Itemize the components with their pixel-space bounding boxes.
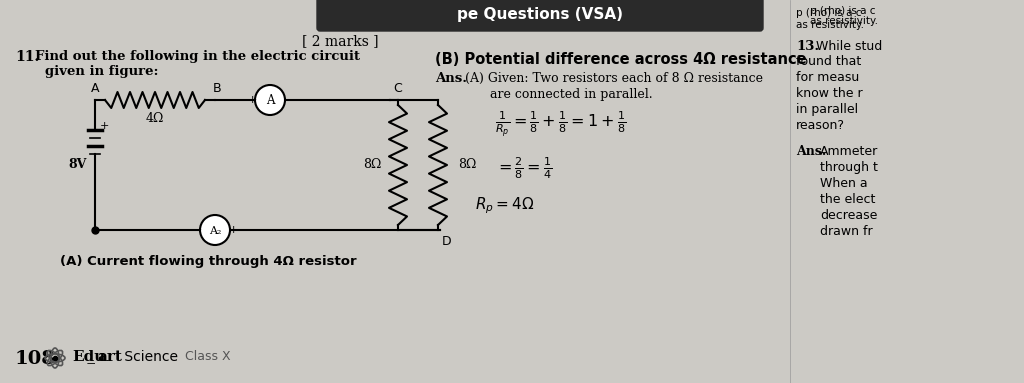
Circle shape (255, 85, 285, 115)
Text: A: A (266, 95, 274, 108)
Text: art: art (97, 350, 122, 364)
Text: given in figure:: given in figure: (45, 65, 159, 78)
Text: the elect: the elect (820, 193, 876, 206)
Text: 8Ω: 8Ω (458, 159, 476, 172)
Text: +: + (100, 121, 110, 131)
Text: found that: found that (796, 55, 861, 68)
Text: p (rho) is a c: p (rho) is a c (810, 6, 876, 16)
Text: B: B (213, 82, 221, 95)
Text: pe Questions (VSA): pe Questions (VSA) (457, 7, 623, 21)
Text: +: + (248, 95, 257, 105)
Text: $\frac{1}{R_p} = \frac{1}{8}+\frac{1}{8} = 1 + \frac{1}{8}$: $\frac{1}{R_p} = \frac{1}{8}+\frac{1}{8}… (495, 110, 627, 140)
Text: know the r: know the r (796, 87, 862, 100)
FancyBboxPatch shape (317, 0, 763, 31)
Text: (A) Current flowing through 4Ω resistor: (A) Current flowing through 4Ω resistor (60, 255, 356, 268)
Text: −: − (191, 224, 203, 236)
Text: When a: When a (820, 177, 867, 190)
Text: $R_p = 4\Omega$: $R_p = 4\Omega$ (475, 195, 535, 216)
Text: reason?: reason? (796, 119, 845, 132)
Text: decrease: decrease (820, 209, 878, 222)
Text: Science: Science (120, 350, 182, 364)
Text: Ammeter: Ammeter (820, 145, 879, 158)
Text: as resistivity.: as resistivity. (796, 20, 864, 30)
Text: −: − (283, 93, 293, 106)
Text: (B) Potential difference across 4Ω resistance: (B) Potential difference across 4Ω resis… (435, 52, 807, 67)
Text: 8Ω: 8Ω (364, 159, 382, 172)
Text: p (rho) is a c: p (rho) is a c (796, 8, 861, 18)
Text: (A) Given: Two resistors each of 8 Ω resistance: (A) Given: Two resistors each of 8 Ω res… (465, 72, 763, 85)
Text: 11.: 11. (15, 50, 39, 64)
Text: 8V: 8V (69, 159, 87, 172)
Text: Ans.: Ans. (435, 72, 467, 85)
Text: as resistivity.: as resistivity. (810, 16, 878, 26)
Text: While stud: While stud (816, 40, 883, 53)
Text: drawn fr: drawn fr (820, 225, 872, 238)
Text: Ans.: Ans. (796, 145, 826, 158)
Text: A: A (91, 82, 99, 95)
Text: 4Ω: 4Ω (145, 112, 164, 125)
Circle shape (200, 215, 230, 245)
Text: [ 2 marks ]: [ 2 marks ] (302, 34, 378, 48)
Text: $= \frac{2}{8} = \frac{1}{4}$: $= \frac{2}{8} = \frac{1}{4}$ (495, 155, 553, 181)
Text: Find out the following in the electric circuit: Find out the following in the electric c… (35, 50, 360, 63)
Text: A₂: A₂ (209, 226, 221, 236)
Text: are connected in parallel.: are connected in parallel. (490, 88, 652, 101)
Text: D: D (442, 235, 452, 248)
Text: 13.: 13. (796, 40, 819, 53)
Text: for measu: for measu (796, 71, 859, 84)
Text: C: C (393, 82, 401, 95)
Text: +: + (228, 225, 238, 235)
Text: Class X: Class X (185, 350, 230, 363)
Text: 108: 108 (15, 350, 55, 368)
Text: Edu: Edu (72, 350, 105, 364)
Text: through t: through t (820, 161, 878, 174)
Text: in parallel: in parallel (796, 103, 858, 116)
